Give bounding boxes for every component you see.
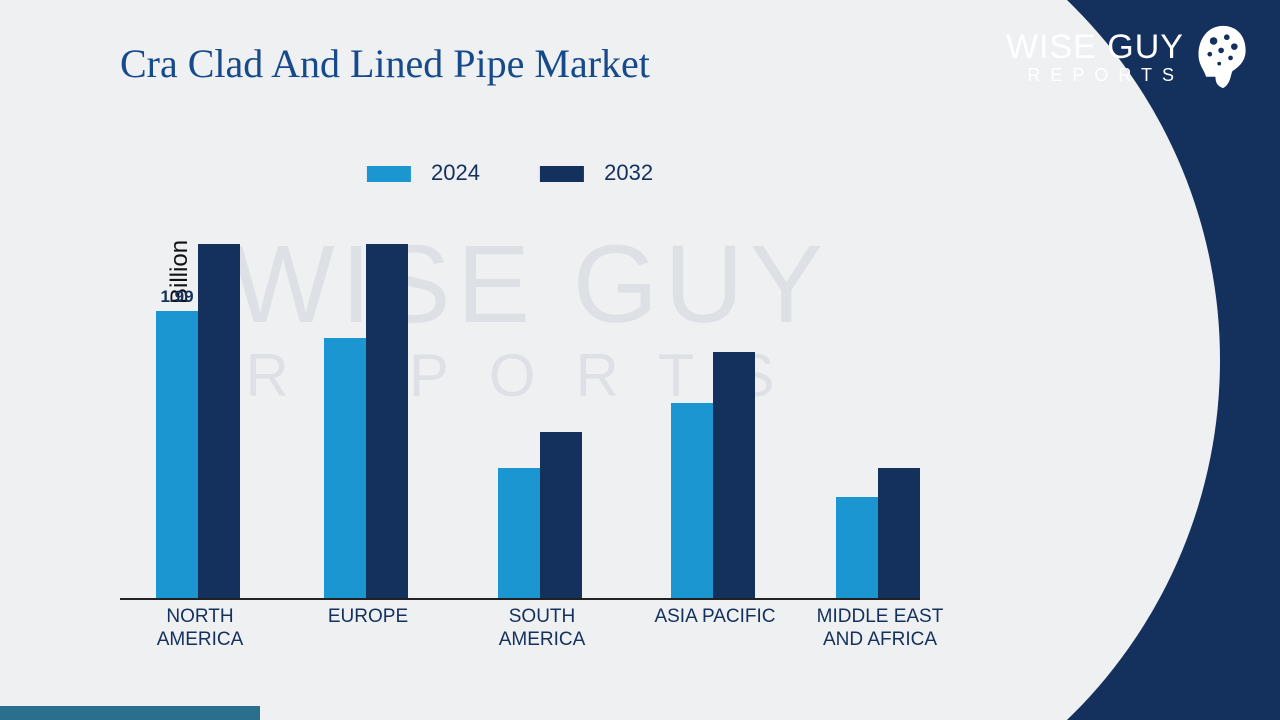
category-label: EUROPE	[298, 606, 438, 629]
bar-2024	[836, 497, 878, 598]
x-axis-line	[120, 598, 920, 600]
chart-area: Market Size in USD Billion 2024 2032 1.9…	[100, 160, 920, 600]
category-label: MIDDLE EAST AND AFRICA	[810, 606, 950, 652]
bottom-accent-bar	[0, 706, 260, 720]
bar-2024	[324, 338, 366, 598]
chart-title: Cra Clad And Lined Pipe Market	[120, 40, 650, 87]
brand-text: WISE GUY REPORTS	[1006, 30, 1184, 84]
legend: 2024 2032	[367, 160, 653, 186]
bar-2032	[878, 468, 920, 598]
brand-logo: WISE GUY REPORTS	[1006, 24, 1252, 90]
stage: WISE GUY REPORTS Cra Clad And Lined Pipe…	[0, 0, 1280, 720]
bar-2024	[156, 311, 198, 598]
bar-2032	[366, 244, 408, 598]
legend-item-2024: 2024	[367, 160, 480, 186]
category-label: SOUTH AMERICA	[472, 606, 612, 652]
category-label: ASIA PACIFIC	[645, 606, 785, 629]
brand-main: WISE GUY	[1006, 30, 1184, 64]
category-label: NORTH AMERICA	[130, 606, 270, 652]
legend-swatch-2032	[540, 166, 584, 182]
legend-label-2024: 2024	[431, 160, 480, 185]
brand-head-icon	[1194, 24, 1252, 90]
bar-value-label: 1.99	[147, 287, 207, 307]
bar-2032	[713, 352, 755, 598]
bar-2032	[540, 432, 582, 598]
category-labels-row: NORTH AMERICA EUROPE SOUTH AMERICA ASIA PAC…	[120, 602, 920, 712]
bar-2024	[498, 468, 540, 598]
legend-label-2032: 2032	[604, 160, 653, 185]
legend-swatch-2024	[367, 166, 411, 182]
plot-region: 1.99	[120, 210, 920, 600]
legend-item-2032: 2032	[540, 160, 653, 186]
bar-2024	[671, 403, 713, 598]
brand-sub: REPORTS	[1006, 66, 1184, 84]
